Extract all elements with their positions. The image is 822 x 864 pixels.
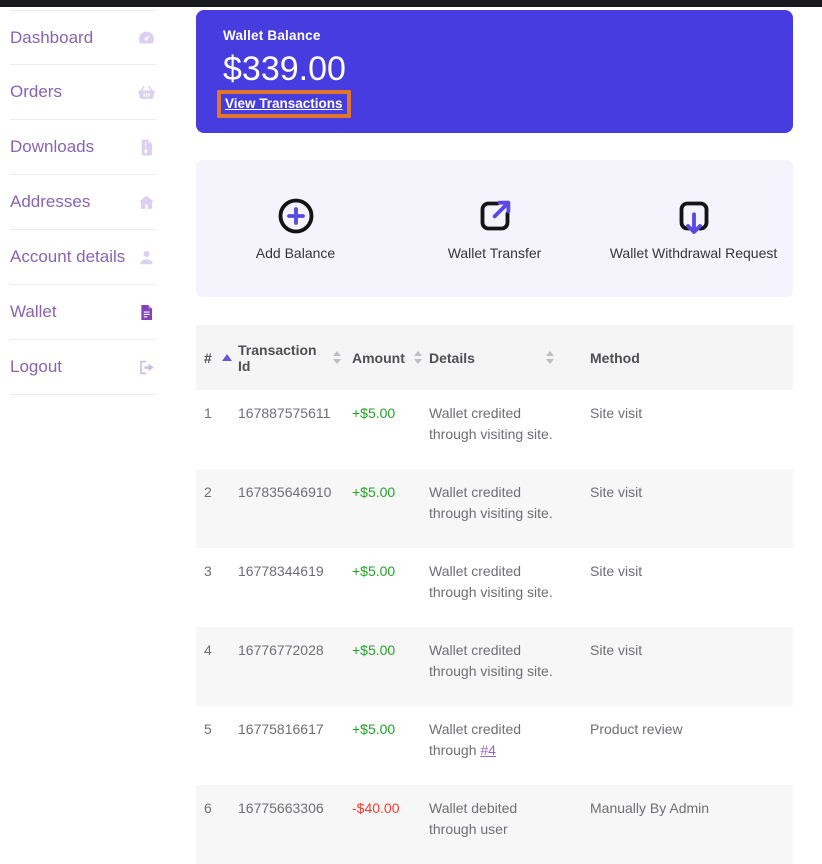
column-header-number[interactable]: # xyxy=(196,350,238,366)
cell-amount: +$5.00 xyxy=(352,642,396,658)
table-row: 6 16775663306 -$40.00 Wallet debited thr… xyxy=(196,785,793,864)
downloads-icon xyxy=(137,138,156,157)
table-body: 1 167887575611 +$5.00 Wallet credited th… xyxy=(196,390,793,864)
cell-amount: +$5.00 xyxy=(352,721,396,737)
cell-number: 2 xyxy=(204,484,212,500)
sort-ascending-icon xyxy=(221,354,232,361)
view-transactions-link[interactable]: View Transactions xyxy=(225,96,343,111)
cell-method: Site visit xyxy=(590,563,643,579)
cell-transaction-id: 16775663306 xyxy=(238,800,324,816)
click-annotation-box: View Transactions xyxy=(217,90,351,118)
cell-amount: +$5.00 xyxy=(352,405,396,421)
sort-icon xyxy=(333,351,341,364)
sort-icon xyxy=(413,351,422,364)
table-row: 5 16775816617 +$5.00 Wallet credited thr… xyxy=(196,706,793,785)
action-label: Wallet Withdrawal Request xyxy=(609,245,778,261)
wallet-transfer-icon xyxy=(475,196,515,236)
sidebar-item-label: Addresses xyxy=(10,192,91,211)
add-balance-button[interactable]: Add Balance xyxy=(196,196,395,261)
sort-icon xyxy=(546,351,554,364)
cell-number: 5 xyxy=(204,721,212,737)
cell-transaction-id: 16775816617 xyxy=(238,721,324,737)
cell-number: 1 xyxy=(204,405,212,421)
cell-transaction-id: 16776772028 xyxy=(238,642,324,658)
cell-details: Wallet credited through #4 xyxy=(429,721,522,758)
transactions-table: # Transaction Id Amount Details Method 1… xyxy=(196,325,793,864)
dashboard-icon xyxy=(137,28,156,47)
cell-transaction-id: 167887575611 xyxy=(238,405,331,421)
wallet-transfer-button[interactable]: Wallet Transfer xyxy=(395,196,594,261)
cell-method: Site visit xyxy=(590,484,643,500)
sidebar-item-label: Account details xyxy=(10,247,126,266)
column-header-amount[interactable]: Amount xyxy=(352,350,429,366)
cell-amount: +$5.00 xyxy=(352,563,396,579)
wallet-withdrawal-icon xyxy=(674,196,714,236)
cell-details: Wallet credited through visiting site. xyxy=(429,405,553,442)
sidebar-item-addresses[interactable]: Addresses xyxy=(10,175,156,230)
table-row: 1 167887575611 +$5.00 Wallet credited th… xyxy=(196,390,793,469)
add-balance-icon xyxy=(276,196,316,236)
cell-amount: +$5.00 xyxy=(352,484,396,500)
column-header-details[interactable]: Details xyxy=(429,350,590,366)
account-sidebar: Dashboard Orders Downloads Addresses Acc… xyxy=(10,10,156,395)
sidebar-item-dashboard[interactable]: Dashboard xyxy=(10,10,156,65)
sidebar-item-logout[interactable]: Logout xyxy=(10,340,156,395)
column-header-method[interactable]: Method xyxy=(590,349,640,366)
wallet-icon xyxy=(137,303,156,322)
cell-amount: -$40.00 xyxy=(352,800,400,816)
sidebar-item-label: Wallet xyxy=(10,302,57,321)
cell-method: Manually By Admin xyxy=(590,800,710,816)
cell-details: Wallet credited through visiting site. xyxy=(429,642,553,679)
cell-transaction-id: 16778344619 xyxy=(238,563,324,579)
account-details-icon xyxy=(137,248,156,267)
order-link[interactable]: #4 xyxy=(480,742,496,758)
admin-top-bar xyxy=(0,0,822,7)
sidebar-item-account-details[interactable]: Account details xyxy=(10,230,156,285)
wallet-actions-card: Add Balance Wallet Transfer Wallet Withd… xyxy=(196,160,793,297)
cell-number: 6 xyxy=(204,800,212,816)
sidebar-item-downloads[interactable]: Downloads xyxy=(10,120,156,175)
cell-details: Wallet debited through user xyxy=(429,800,518,837)
cell-method: Site visit xyxy=(590,405,643,421)
wallet-withdrawal-button[interactable]: Wallet Withdrawal Request xyxy=(594,196,793,261)
sidebar-item-label: Orders xyxy=(10,82,62,101)
cell-number: 3 xyxy=(204,563,212,579)
table-row: 3 16778344619 +$5.00 Wallet credited thr… xyxy=(196,548,793,627)
cell-transaction-id: 167835646910 xyxy=(238,484,332,500)
sidebar-item-orders[interactable]: Orders xyxy=(10,65,156,120)
cell-details: Wallet credited through visiting site. xyxy=(429,484,553,521)
wallet-balance-title: Wallet Balance xyxy=(223,28,321,43)
sidebar-item-wallet[interactable]: Wallet xyxy=(10,285,156,340)
wallet-page: Wallet Balance $339.00 View Transactions… xyxy=(196,10,793,864)
table-header: # Transaction Id Amount Details Method xyxy=(196,325,793,390)
cell-method: Site visit xyxy=(590,642,643,658)
column-header-transaction-id[interactable]: Transaction Id xyxy=(238,342,352,374)
cell-details: Wallet credited through visiting site. xyxy=(429,563,553,600)
wallet-balance-card: Wallet Balance $339.00 View Transactions xyxy=(196,10,793,133)
sidebar-item-label: Downloads xyxy=(10,137,95,156)
orders-icon xyxy=(137,83,156,102)
action-label: Wallet Transfer xyxy=(447,245,542,261)
action-label: Add Balance xyxy=(255,245,336,261)
sidebar-item-label: Logout xyxy=(10,357,62,376)
table-row: 2 167835646910 +$5.00 Wallet credited th… xyxy=(196,469,793,548)
table-row: 4 16776772028 +$5.00 Wallet credited thr… xyxy=(196,627,793,706)
wallet-balance-amount: $339.00 xyxy=(223,50,346,88)
logout-icon xyxy=(137,358,156,377)
cell-method: Product review xyxy=(590,721,683,737)
addresses-icon xyxy=(137,193,156,212)
sidebar-item-label: Dashboard xyxy=(10,27,94,47)
cell-number: 4 xyxy=(204,642,212,658)
